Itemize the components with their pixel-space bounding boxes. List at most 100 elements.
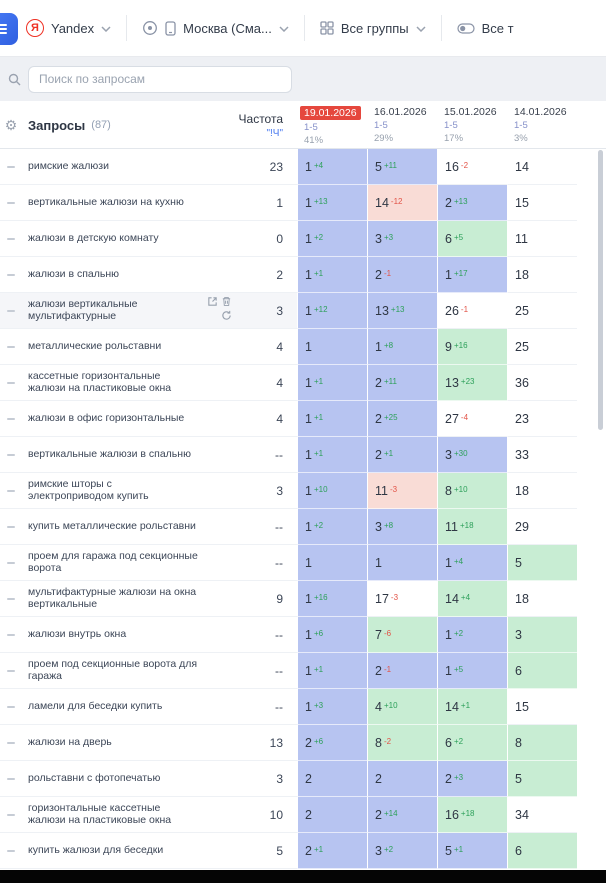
- search-input[interactable]: [28, 65, 292, 93]
- query-text[interactable]: жалюзи в спальню: [28, 267, 120, 280]
- vertical-scrollbar[interactable]: [598, 150, 603, 430]
- position-cell[interactable]: 1: [297, 545, 367, 581]
- position-cell[interactable]: 2: [297, 761, 367, 797]
- queries-column-header[interactable]: Запросы (87): [22, 101, 235, 149]
- frequency-column-header[interactable]: Частота "!Ч": [235, 101, 297, 149]
- position-cell[interactable]: 14 +4: [437, 581, 507, 617]
- query-cell[interactable]: вертикальные жалюзи на кухню: [22, 185, 235, 221]
- table-row[interactable]: жалюзи внутрь окна -- 1 +6 7 -6 1 +2 3: [0, 617, 606, 653]
- position-cell[interactable]: 15: [507, 185, 577, 221]
- position-cell[interactable]: 1 +1: [297, 401, 367, 437]
- table-row[interactable]: рольставни с фотопечатью 3 2 2 2 +3 5: [0, 761, 606, 797]
- position-cell[interactable]: 1 +1: [297, 365, 367, 401]
- trash-icon[interactable]: [221, 296, 232, 307]
- position-cell[interactable]: 1 +3: [297, 689, 367, 725]
- table-row[interactable]: горизонтальные кассетные жалюзи на пласт…: [0, 797, 606, 833]
- table-row[interactable]: жалюзи вертикальные мультифактурные 3 1 +12…: [0, 293, 606, 329]
- date-column-header[interactable]: 16.01.2026 1-5 29%: [367, 101, 437, 149]
- query-cell[interactable]: купить жалюзи для беседки: [22, 833, 235, 869]
- row-handle[interactable]: [0, 509, 22, 545]
- table-row[interactable]: жалюзи в спальню 2 1 +1 2 -1 1 +17 18: [0, 257, 606, 293]
- row-handle[interactable]: [0, 365, 22, 401]
- row-handle[interactable]: [0, 833, 22, 869]
- row-handle[interactable]: [0, 401, 22, 437]
- position-cell[interactable]: 2 +14: [367, 797, 437, 833]
- position-cell[interactable]: 15: [507, 689, 577, 725]
- position-cell[interactable]: 3 +30: [437, 437, 507, 473]
- query-text[interactable]: металлические рольставни: [28, 339, 162, 352]
- row-handle[interactable]: [0, 149, 22, 185]
- table-row[interactable]: металлические рольставни 4 1 1 +8 9 +16 25: [0, 329, 606, 365]
- position-cell[interactable]: 13 +13: [367, 293, 437, 329]
- app-logo[interactable]: [0, 13, 18, 45]
- position-cell[interactable]: 2 -1: [367, 653, 437, 689]
- query-cell[interactable]: жалюзи вертикальные мультифактурные: [22, 293, 235, 329]
- table-row[interactable]: жалюзи на дверь 13 2 +6 8 -2 6 +2 8: [0, 725, 606, 761]
- position-cell[interactable]: 3 +3: [367, 221, 437, 257]
- position-cell[interactable]: 1 +2: [297, 509, 367, 545]
- position-cell[interactable]: 1 +12: [297, 293, 367, 329]
- position-cell[interactable]: 14: [507, 149, 577, 185]
- position-cell[interactable]: 1 +5: [437, 653, 507, 689]
- position-cell[interactable]: 23: [507, 401, 577, 437]
- query-cell[interactable]: жалюзи в офис горизонтальные: [22, 401, 235, 437]
- query-cell[interactable]: ламели для беседки купить: [22, 689, 235, 725]
- table-row[interactable]: римские шторы с электроприводом купить 3 1…: [0, 473, 606, 509]
- position-cell[interactable]: 2 +1: [297, 833, 367, 869]
- open-icon[interactable]: [207, 296, 218, 307]
- position-cell[interactable]: 7 -6: [367, 617, 437, 653]
- position-cell[interactable]: 1: [297, 329, 367, 365]
- row-handle[interactable]: [0, 257, 22, 293]
- row-handle[interactable]: [0, 221, 22, 257]
- table-row[interactable]: мультифактурные жалюзи на окна вертикаль…: [0, 581, 606, 617]
- query-cell[interactable]: жалюзи в спальню: [22, 257, 235, 293]
- query-text[interactable]: вертикальные жалюзи на кухню: [28, 195, 184, 208]
- table-row[interactable]: жалюзи в детскую комнату 0 1 +2 3 +3 6 +5 11: [0, 221, 606, 257]
- row-handle[interactable]: [0, 329, 22, 365]
- position-cell[interactable]: 1 +2: [437, 617, 507, 653]
- position-cell[interactable]: 1 +1: [297, 257, 367, 293]
- query-cell[interactable]: проем под секционные ворота для гаража: [22, 653, 235, 689]
- position-cell[interactable]: 1 +4: [437, 545, 507, 581]
- position-cell[interactable]: 2 +3: [437, 761, 507, 797]
- position-cell[interactable]: 1 +13: [297, 185, 367, 221]
- query-text[interactable]: мультифактурные жалюзи на окна вертикаль…: [28, 586, 197, 610]
- query-text[interactable]: купить жалюзи для беседки: [28, 843, 164, 856]
- query-cell[interactable]: рольставни с фотопечатью: [22, 761, 235, 797]
- query-cell[interactable]: жалюзи внутрь окна: [22, 617, 235, 653]
- query-text[interactable]: купить металлические рольставни: [28, 519, 196, 532]
- position-cell[interactable]: 26 -1: [437, 293, 507, 329]
- table-row[interactable]: кассетные горизонтальные жалюзи на пласт…: [0, 365, 606, 401]
- query-text[interactable]: проем под секционные ворота для гаража: [28, 658, 198, 682]
- position-cell[interactable]: 8: [507, 725, 577, 761]
- position-cell[interactable]: 6: [507, 833, 577, 869]
- search-engine-selector[interactable]: Я Yandex: [26, 19, 111, 37]
- table-row[interactable]: проем для гаража под секционные ворота --…: [0, 545, 606, 581]
- position-cell[interactable]: 2 -1: [367, 257, 437, 293]
- position-cell[interactable]: 16 -2: [437, 149, 507, 185]
- query-text[interactable]: жалюзи в офис горизонтальные: [28, 411, 185, 424]
- position-cell[interactable]: 2: [367, 761, 437, 797]
- groups-selector[interactable]: Все группы: [320, 21, 426, 36]
- region-selector[interactable]: Москва (Сма...: [142, 20, 289, 36]
- position-cell[interactable]: 1: [367, 545, 437, 581]
- query-cell[interactable]: жалюзи на дверь: [22, 725, 235, 761]
- row-handle[interactable]: [0, 473, 22, 509]
- position-cell[interactable]: 1 +6: [297, 617, 367, 653]
- position-cell[interactable]: 4 +10: [367, 689, 437, 725]
- query-cell[interactable]: горизонтальные кассетные жалюзи на пласт…: [22, 797, 235, 833]
- position-cell[interactable]: 29: [507, 509, 577, 545]
- position-cell[interactable]: 14 -12: [367, 185, 437, 221]
- position-cell[interactable]: 2: [297, 797, 367, 833]
- query-text[interactable]: кассетные горизонтальные жалюзи на пласт…: [28, 370, 172, 394]
- position-cell[interactable]: 5: [507, 545, 577, 581]
- targets-selector[interactable]: Все т: [457, 21, 514, 36]
- position-cell[interactable]: 14 +1: [437, 689, 507, 725]
- row-handle[interactable]: [0, 797, 22, 833]
- table-row[interactable]: купить металлические рольставни -- 1 +2 3 +8 1…: [0, 509, 606, 545]
- position-cell[interactable]: 2 +25: [367, 401, 437, 437]
- row-handle[interactable]: [0, 185, 22, 221]
- column-settings-button[interactable]: ⚙: [0, 101, 22, 149]
- position-cell[interactable]: 18: [507, 581, 577, 617]
- refresh-icon[interactable]: [221, 310, 232, 321]
